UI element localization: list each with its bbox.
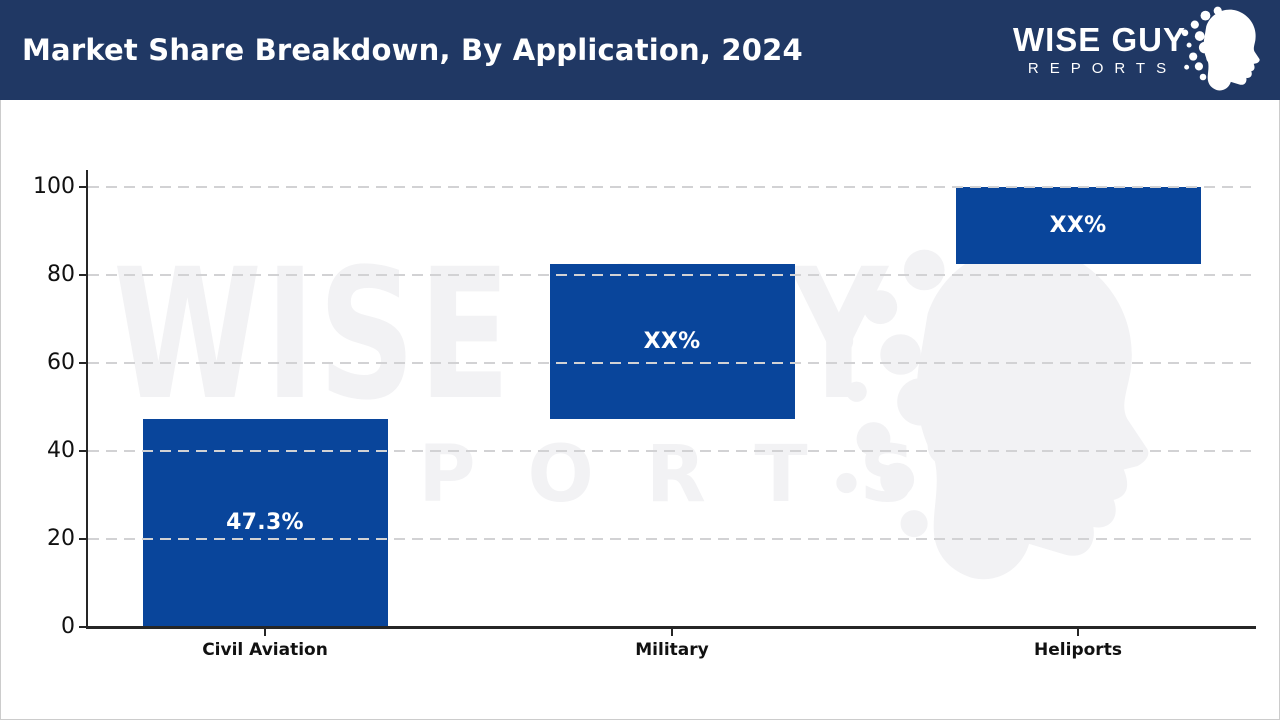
- x-tick-label-heliports: Heliports: [1034, 640, 1122, 660]
- gridline-60: [88, 362, 1254, 364]
- watermark-head-icon: [826, 232, 1149, 580]
- y-tick-40: [79, 450, 86, 452]
- x-tick-label-military: Military: [635, 640, 709, 660]
- y-tick-80: [79, 274, 86, 276]
- x-axis-line: [86, 626, 1256, 629]
- x-tick-heliports: [1077, 629, 1079, 636]
- x-tick-military: [671, 629, 673, 636]
- logo-head-icon: [1181, 6, 1260, 91]
- bar-value-label: XX%: [643, 328, 701, 354]
- x-tick-civil-aviation: [264, 629, 266, 636]
- gridline-20: [88, 538, 1254, 540]
- y-tick-label-100: 100: [33, 174, 75, 199]
- y-tick-label-40: 40: [47, 438, 75, 463]
- bar-heliports: XX%: [955, 187, 1201, 264]
- page-title: Market Share Breakdown, By Application, …: [22, 33, 803, 67]
- y-tick-20: [79, 538, 86, 540]
- logo-subtitle: REPORTS: [1027, 60, 1178, 77]
- gridline-40: [88, 450, 1254, 452]
- wise-guy-logo: WISE GUY REPORTS: [1013, 5, 1264, 95]
- bar-civil-aviation: 47.3%: [142, 418, 388, 627]
- bar-military: XX%: [549, 263, 795, 419]
- y-tick-label-60: 60: [47, 350, 75, 375]
- gridline-100: [88, 186, 1254, 188]
- gridline-80: [88, 274, 1254, 276]
- header-bar: Market Share Breakdown, By Application, …: [0, 0, 1280, 100]
- x-tick-label-civil-aviation: Civil Aviation: [202, 640, 328, 660]
- bar-value-label: XX%: [1049, 212, 1107, 238]
- y-tick-0: [79, 626, 86, 628]
- logo-wordmark: WISE GUY: [1012, 21, 1186, 58]
- y-tick-60: [79, 362, 86, 364]
- y-axis-line: [86, 170, 88, 629]
- bar-value-label: 47.3%: [226, 510, 304, 536]
- y-tick-label-80: 80: [47, 262, 75, 287]
- y-tick-100: [79, 186, 86, 188]
- y-tick-label-0: 0: [61, 614, 75, 639]
- chart-area: WISE GUY REPORTS 47.3% Civil Aviation XX% M…: [0, 100, 1280, 720]
- logo-wordmark-block: WISE GUY REPORTS: [1013, 23, 1186, 77]
- y-tick-label-20: 20: [47, 526, 75, 551]
